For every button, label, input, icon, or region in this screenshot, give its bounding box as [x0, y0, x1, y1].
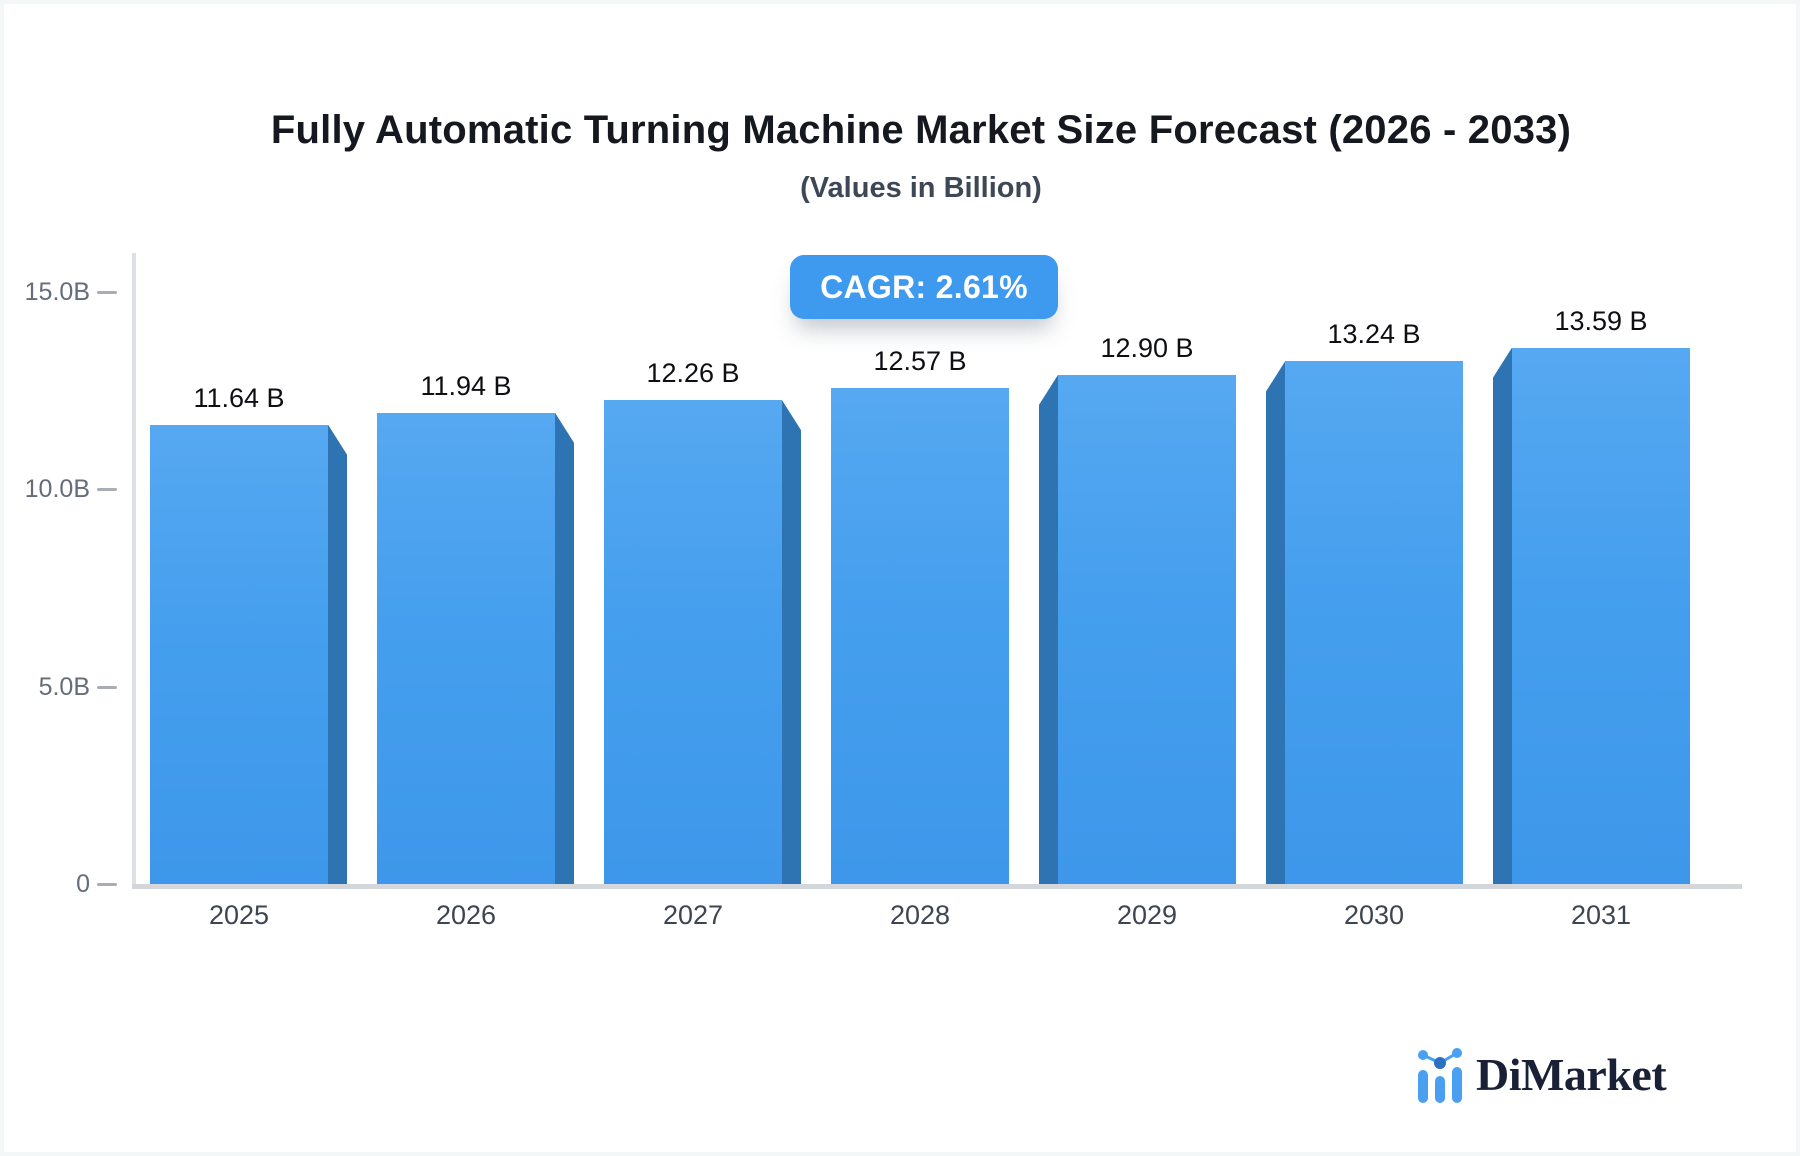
- x-axis-label-2025: 2025: [208, 900, 270, 930]
- bar-2029[interactable]: [1058, 374, 1236, 884]
- x-axis-label-2029: 2029: [1116, 900, 1178, 930]
- bar-2028[interactable]: [831, 387, 1009, 884]
- bar-2026[interactable]: [377, 412, 555, 884]
- x-axis-line: [132, 884, 1742, 889]
- y-tick-label: 10.0B: [24, 475, 90, 504]
- bar-value-label: 13.59 B: [1554, 305, 1648, 336]
- bar-2031[interactable]: [1512, 347, 1690, 884]
- x-axis-label-2027: 2027: [662, 900, 724, 930]
- y-tick-label: 15.0B: [24, 278, 90, 306]
- x-axis-label-2026: 2026: [435, 900, 497, 930]
- brand-logo-text: DiMarket: [1476, 1048, 1667, 1100]
- x-axis-label-2030: 2030: [1343, 900, 1405, 930]
- bar-2025[interactable]: [150, 424, 328, 884]
- bar-value-label: 11.94 B: [420, 370, 512, 401]
- cagr-badge: CAGR: 2.61%: [790, 255, 1058, 319]
- bar-value-label: 12.57 B: [873, 345, 967, 376]
- bar-value-label: 13.24 B: [1327, 319, 1421, 350]
- y-tick-mark: [97, 488, 117, 492]
- bar-side-shade-2030: [1266, 361, 1285, 884]
- y-tick-mark: [97, 883, 117, 886]
- bar-side-shade-2031: [1493, 347, 1512, 884]
- y-tick-label: 0: [76, 870, 90, 898]
- bar-side-shade-2025: [328, 424, 347, 884]
- mini-bar-chart-logo-icon: [1418, 1048, 1462, 1103]
- bar-value-label: 12.26 B: [646, 358, 740, 389]
- y-axis-line: [132, 253, 136, 886]
- bar-side-shade-2029: [1039, 374, 1058, 884]
- bar-value-label: 12.90 B: [1100, 332, 1194, 363]
- chart-subtitle: (Values in Billion): [800, 172, 1042, 204]
- bar-value-label: 11.64 B: [193, 382, 285, 413]
- bar-side-shade-2027: [782, 400, 801, 884]
- bar-2027[interactable]: [604, 400, 782, 884]
- x-axis-label-2028: 2028: [889, 900, 951, 930]
- y-tick-mark: [97, 685, 117, 689]
- y-tick-label: 5.0B: [38, 672, 90, 701]
- y-tick-mark: [97, 291, 117, 294]
- brand-logo: DiMarket: [1416, 1044, 1667, 1104]
- x-axis-label-2031: 2031: [1570, 900, 1632, 930]
- page-title: Fully Automatic Turning Machine Market S…: [270, 108, 1572, 152]
- bar-side-shade-2026: [555, 412, 574, 884]
- cagr-badge-label: CAGR: 2.61%: [820, 268, 1028, 305]
- bar-2030[interactable]: [1285, 361, 1463, 884]
